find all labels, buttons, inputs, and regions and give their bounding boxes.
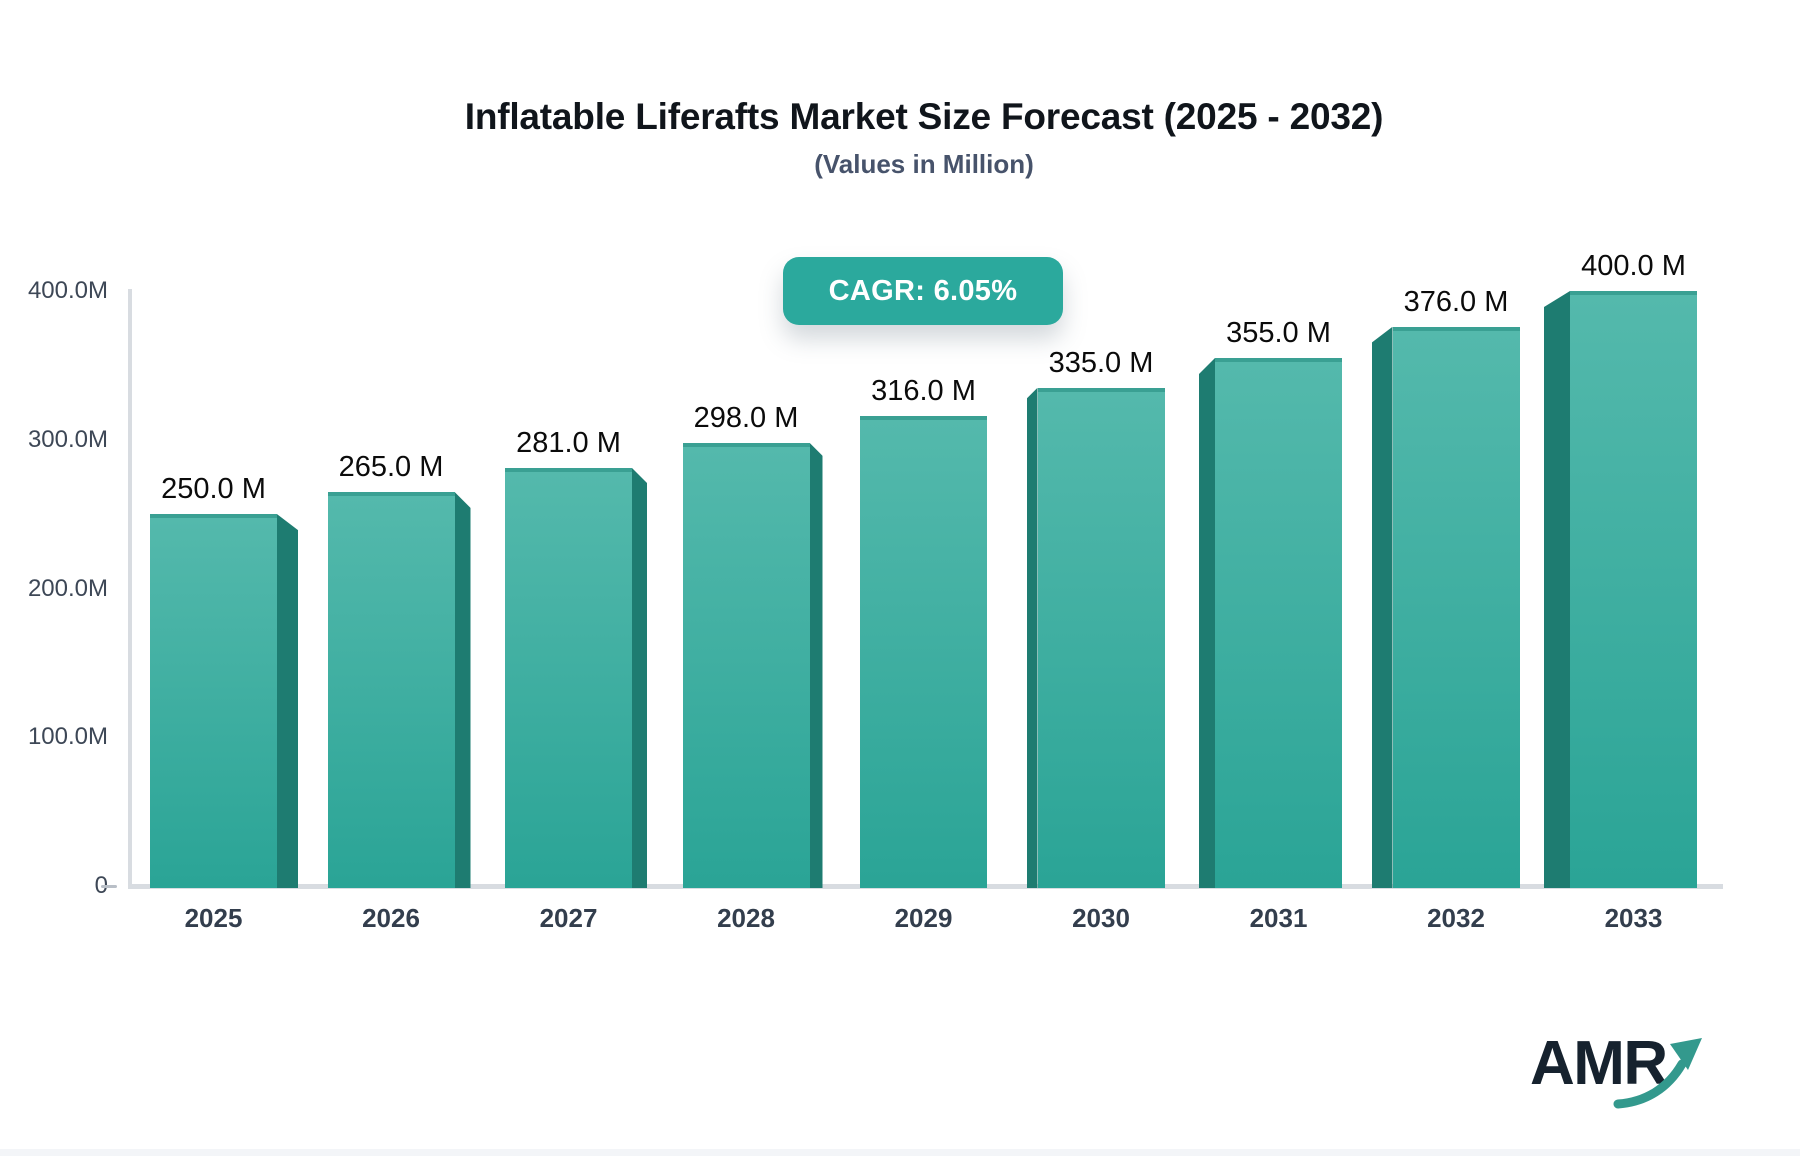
bar-side-2028 (809, 442, 823, 888)
x-tick-label-2033: 2033 (1604, 903, 1663, 933)
bar-2026 (327, 491, 455, 888)
x-tick-label-2028: 2028 (717, 903, 775, 933)
cagr-badge-label: CAGR: 6.05% (828, 274, 1018, 307)
bar-side-2026 (454, 491, 471, 888)
amr-logo-text: AMR (1530, 1029, 1668, 1098)
x-tick-label-2032: 2032 (1427, 903, 1485, 933)
y-tick-label: 100.0M (27, 723, 108, 751)
amr-logo-arrow-icon (1613, 1038, 1702, 1109)
cagr-badge: CAGR: 6.05% (783, 257, 1063, 325)
bar-value-label: 298.0 M (693, 401, 799, 434)
bar-side-2031 (1199, 357, 1215, 888)
bar-side-2027 (632, 468, 647, 888)
y-tick-label: 400.0M (27, 277, 108, 304)
x-tick-label-2027: 2027 (539, 903, 598, 933)
x-tick-label-2031: 2031 (1249, 903, 1308, 933)
bar-value-label: 335.0 M (1048, 346, 1154, 379)
bar-value-label: 400.0 M (1581, 250, 1686, 282)
bar-2028 (682, 442, 810, 888)
bar-2033 (1570, 291, 1697, 888)
x-tick-label-2029: 2029 (894, 903, 953, 933)
bar-2027 (505, 468, 632, 888)
x-tick-label-2030: 2030 (1072, 903, 1130, 933)
amr-logo: AMR (1530, 1029, 1720, 1114)
bar-2029 (860, 415, 987, 888)
y-tick-label: 300.0M (27, 425, 108, 453)
bottom-edge-strip (0, 1149, 1800, 1156)
y-axis-line (128, 289, 132, 886)
bar-value-label: 250.0 M (161, 473, 266, 506)
bar-value-label: 376.0 M (1403, 285, 1509, 318)
chart-subtitle: (Values in Million) (814, 149, 1034, 179)
bar-side-2033 (1544, 291, 1570, 888)
bar-2025 (150, 514, 277, 888)
bar-2031 (1215, 357, 1342, 888)
y-tick-label: 200.0M (27, 574, 108, 602)
zero-tick-dash (101, 885, 117, 888)
bar-side-2025 (277, 514, 298, 888)
chart-title: Inflatable Liferafts Market Size Forecas… (464, 96, 1384, 137)
bar-side-2030 (1026, 387, 1038, 888)
bar-value-label: 316.0 M (871, 374, 976, 407)
x-tick-label-2026: 2026 (362, 903, 420, 933)
x-tick-label-2025: 2025 (184, 903, 243, 933)
bar-2030 (1037, 387, 1165, 888)
bar-value-label: 281.0 M (516, 427, 621, 459)
y-tick-label: 0 (0, 874, 108, 898)
bar-value-label: 265.0 M (338, 450, 444, 483)
bar-side-2032 (1371, 326, 1393, 888)
bar-2032 (1392, 326, 1520, 888)
bar-value-label: 355.0 M (1226, 316, 1331, 349)
